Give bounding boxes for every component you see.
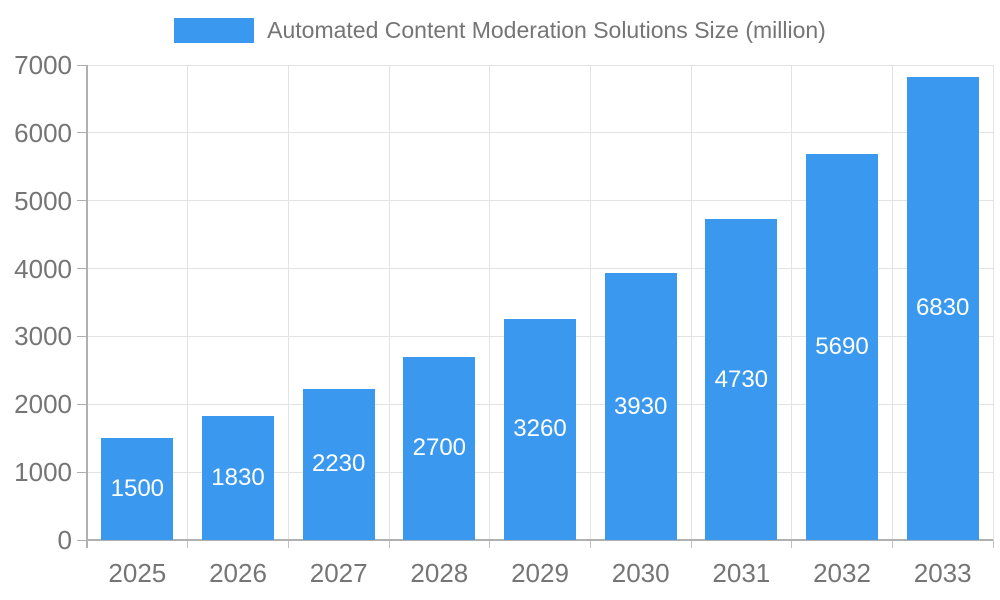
bar: 1830: [202, 415, 274, 540]
x-axis-label: 2032: [813, 558, 871, 588]
bar: 2230: [302, 388, 375, 540]
bar-value-label: 3930: [613, 392, 668, 420]
x-gridline: [187, 65, 189, 540]
bar-value-label: 3260: [513, 415, 567, 443]
y-axis-tick: [77, 403, 87, 405]
y-gridline: [87, 268, 993, 270]
x-axis-tick: [388, 540, 390, 548]
y-axis-tick: [77, 268, 87, 270]
y-axis-label: 3000: [14, 321, 72, 352]
legend-label: Automated Content Moderation Solutions S…: [267, 16, 826, 43]
x-axis-tick: [187, 540, 189, 548]
bar-value-label: 1500: [110, 475, 165, 503]
bar-value-label: 5690: [815, 332, 869, 360]
x-gridline: [589, 65, 591, 540]
bar-value-label: 4730: [714, 365, 769, 393]
x-axis-label: 2030: [611, 558, 670, 588]
x-axis-tick: [489, 540, 491, 548]
x-axis-tick: [690, 540, 692, 548]
x-axis-line: [87, 539, 993, 541]
y-axis-label: 2000: [14, 389, 72, 420]
y-gridline: [87, 200, 993, 202]
bar: 4730: [705, 219, 778, 540]
x-axis-tick: [287, 540, 289, 548]
y-axis-line: [86, 65, 88, 548]
x-axis-label: 2031: [712, 558, 771, 588]
x-gridline: [287, 65, 289, 540]
x-axis-label: 2033: [913, 558, 972, 588]
x-gridline: [992, 65, 994, 540]
y-axis-label: 5000: [14, 185, 72, 216]
x-axis-label: 2025: [108, 558, 167, 588]
bar: 5690: [806, 153, 878, 540]
y-axis-tick: [77, 471, 87, 473]
bar-value-label: 2230: [311, 450, 366, 478]
y-gridline: [87, 132, 993, 134]
bar-value-label: 2700: [412, 434, 467, 462]
y-axis-label: 4000: [14, 253, 72, 284]
x-gridline: [791, 65, 793, 540]
bar: 1500: [101, 438, 174, 540]
y-gridline: [87, 64, 993, 66]
bar-value-label: 1830: [211, 463, 265, 491]
y-axis-label: 1000: [14, 457, 72, 488]
x-gridline: [690, 65, 692, 540]
x-axis-label: 2029: [511, 558, 569, 588]
y-axis-tick: [77, 64, 87, 66]
x-axis-label: 2026: [209, 558, 267, 588]
x-axis-tick: [589, 540, 591, 548]
x-gridline: [891, 65, 893, 540]
x-axis-tick: [791, 540, 793, 548]
y-axis-tick: [77, 200, 87, 202]
bar: 3260: [504, 318, 576, 540]
y-axis-label: 7000: [14, 50, 72, 80]
bar: 2700: [403, 356, 476, 540]
bar-value-label: 6830: [915, 294, 970, 322]
legend: Automated Content Moderation Solutions S…: [0, 15, 1000, 45]
y-axis-tick: [77, 335, 87, 337]
bar: 6830: [906, 76, 979, 540]
x-axis-label: 2028: [410, 558, 469, 588]
y-axis-tick: [77, 132, 87, 134]
y-axis-label: 0: [57, 525, 72, 555]
x-gridline: [489, 65, 491, 540]
x-axis-label: 2027: [309, 558, 368, 588]
bar: 3930: [604, 273, 677, 540]
legend-swatch: [174, 17, 255, 43]
x-axis-tick: [992, 540, 994, 548]
y-axis-tick: [77, 539, 87, 541]
y-axis-label: 6000: [14, 117, 72, 148]
x-gridline: [388, 65, 390, 540]
x-axis-tick: [891, 540, 893, 548]
